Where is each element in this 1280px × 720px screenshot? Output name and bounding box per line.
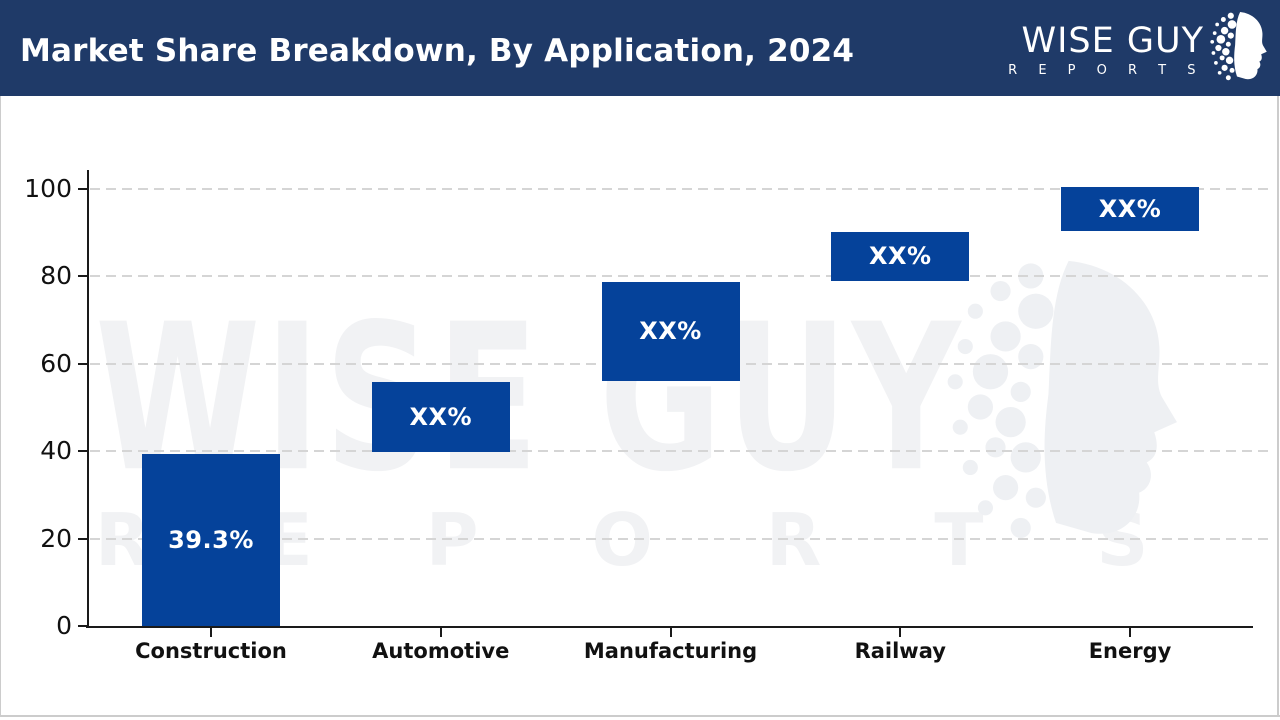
y-tick-label-80: 80: [40, 261, 72, 290]
y-tick-20: [78, 537, 87, 540]
bar-railway: XX%: [831, 231, 970, 281]
x-tick-manufacturing: [669, 628, 672, 637]
gridline-20: [90, 537, 1270, 540]
gridline-40: [90, 450, 1270, 452]
x-tick-label-construction: Construction: [135, 639, 287, 663]
bar-value-label-energy: XX%: [1098, 194, 1162, 223]
wiseguy-head-icon: [1210, 12, 1267, 81]
x-tick-railway: [899, 628, 902, 637]
x-tick-construction: [210, 628, 212, 637]
bar-value-label-railway: XX%: [868, 242, 932, 271]
x-axis-line: [86, 626, 1253, 628]
bottom-border: [0, 715, 1280, 717]
chart-title: Market Share Breakdown, By Application, …: [20, 33, 855, 69]
gridline-80: [90, 275, 1270, 277]
bar-automotive: XX%: [371, 381, 510, 452]
bar-value-label-construction: 39.3%: [168, 526, 254, 555]
y-tick-label-0: 0: [56, 611, 72, 640]
right-border: [1277, 96, 1279, 716]
y-tick-80: [78, 275, 87, 277]
x-tick-label-manufacturing: Manufacturing: [583, 639, 758, 663]
x-tick-label-automotive: Automotive: [372, 639, 510, 663]
y-tick-60: [78, 362, 87, 365]
header-bar: Market Share Breakdown, By Application, …: [0, 0, 1280, 96]
gridline-100: [90, 187, 1270, 190]
y-tick-40: [78, 450, 87, 452]
bar-construction: 39.3%: [142, 454, 280, 626]
bar-value-label-automotive: XX%: [409, 402, 473, 431]
x-tick-energy: [1129, 628, 1131, 637]
y-tick-label-40: 40: [40, 436, 72, 465]
logo-subtitle: R E P O R T S: [1008, 63, 1204, 78]
x-tick-label-railway: Railway: [854, 639, 946, 663]
y-axis-line: [87, 170, 89, 628]
left-border: [0, 96, 1, 716]
wiseguy-logo: WISE GUY R E P O R T S: [1008, 0, 1270, 96]
y-tick-label-100: 100: [24, 173, 72, 203]
y-tick-label-60: 60: [40, 348, 72, 378]
wiseguy-logo-text: WISE GUY R E P O R T S: [1008, 22, 1204, 80]
bar-energy: XX%: [1061, 186, 1199, 231]
y-tick-100: [78, 187, 87, 190]
y-tick-0: [78, 625, 87, 627]
y-tick-label-20: 20: [40, 523, 72, 553]
logo-wordmark: WISE GUY: [1021, 21, 1204, 61]
bar-manufacturing: XX%: [601, 281, 740, 381]
x-tick-automotive: [439, 628, 442, 637]
bar-value-label-manufacturing: XX%: [639, 317, 702, 346]
x-tick-label-energy: Energy: [1088, 639, 1172, 663]
